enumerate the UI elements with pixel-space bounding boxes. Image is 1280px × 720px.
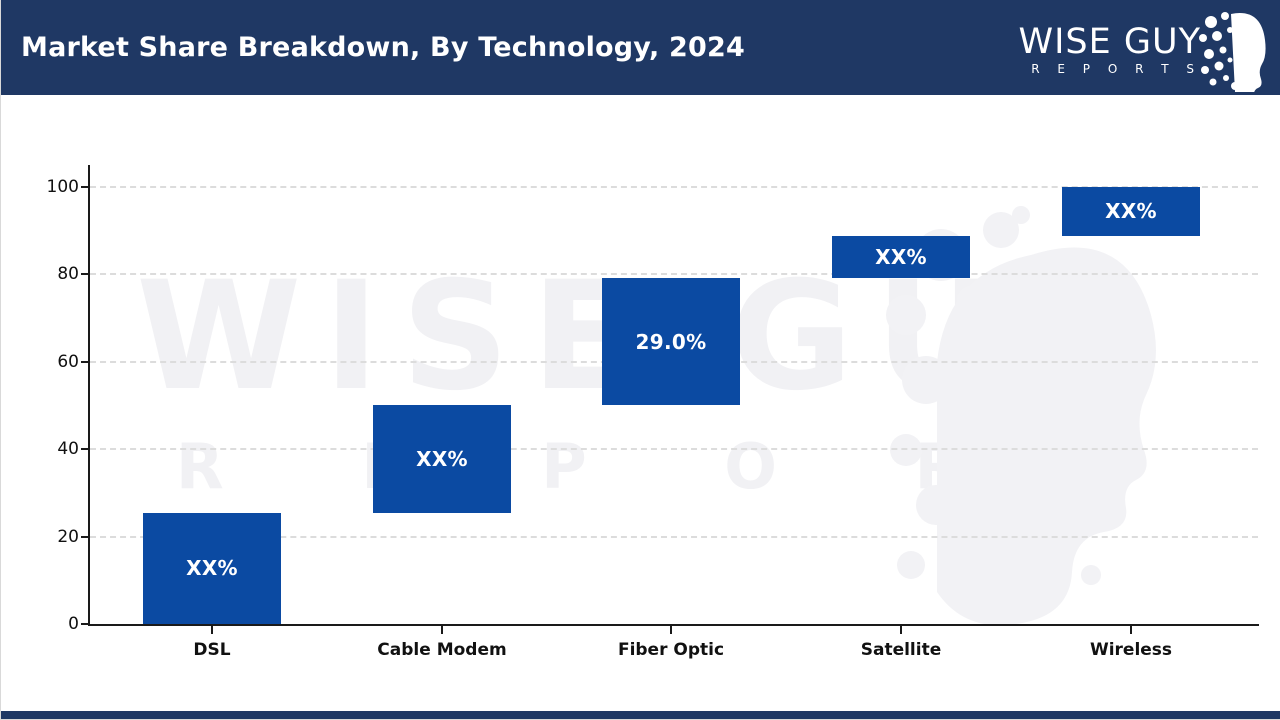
y-tick-label-60: 60 bbox=[57, 351, 79, 372]
gridline-y40 bbox=[90, 448, 1258, 451]
y-tick-mark-100 bbox=[81, 186, 89, 188]
logo-wiseguy-text: WISE GUY bbox=[1018, 22, 1201, 62]
logo-reports-text: R E P O R T S bbox=[1031, 62, 1201, 76]
y-tick-mark-20 bbox=[81, 535, 89, 538]
gridline-y80 bbox=[90, 273, 1258, 276]
y-tick-mark-80 bbox=[81, 273, 89, 276]
gridline-y20 bbox=[90, 535, 1258, 538]
bar-dsl: XX% bbox=[143, 513, 281, 624]
x-tick-mark-1 bbox=[441, 626, 443, 634]
logo-head-icon bbox=[1199, 12, 1266, 92]
y-tick-mark-60 bbox=[81, 360, 89, 363]
bar-value-label: XX% bbox=[416, 447, 468, 472]
x-category-label-fiber-optic: Fiber Optic bbox=[617, 640, 725, 660]
bar-wireless: XX% bbox=[1062, 187, 1200, 236]
bar-satellite: XX% bbox=[832, 235, 970, 279]
bar-fiber-optic: 29.0% bbox=[602, 278, 740, 406]
y-tick-label-20: 20 bbox=[57, 526, 79, 547]
x-category-label-satellite: Satellite bbox=[860, 640, 942, 660]
x-category-label-wireless: Wireless bbox=[1089, 640, 1173, 660]
x-tick-mark-4 bbox=[1130, 626, 1132, 634]
x-category-label-cable-modem: Cable Modem bbox=[377, 640, 507, 660]
bar-cable-modem: XX% bbox=[373, 405, 511, 513]
y-tick-label-80: 80 bbox=[57, 264, 79, 285]
bar-value-label: XX% bbox=[1105, 199, 1157, 224]
x-tick-mark-2 bbox=[670, 626, 672, 634]
header-bar: Market Share Breakdown, By Technology, 2… bbox=[1, 0, 1280, 95]
y-tick-label-0: 0 bbox=[68, 614, 79, 634]
y-tick-mark-40 bbox=[81, 448, 89, 451]
bar-value-label: XX% bbox=[875, 245, 927, 270]
footer-bar bbox=[1, 711, 1280, 719]
chart-title: Market Share Breakdown, By Technology, 2… bbox=[21, 32, 746, 63]
y-tick-label-40: 40 bbox=[57, 439, 79, 460]
x-axis-line bbox=[88, 624, 1259, 626]
y-tick-mark-0 bbox=[81, 623, 89, 625]
bar-value-label: 29.0% bbox=[635, 329, 707, 354]
x-tick-mark-3 bbox=[900, 626, 902, 634]
y-axis-line bbox=[88, 165, 90, 626]
x-tick-mark-0 bbox=[211, 626, 213, 634]
wise-guy-reports-logo: WISE GUY R E P O R T S bbox=[1009, 6, 1269, 92]
logo-text: WISE GUY R E P O R T S bbox=[1018, 24, 1201, 76]
y-tick-label-100: 100 bbox=[46, 177, 79, 197]
plot-area: XX% XX% 29.0% XX% XX% bbox=[90, 186, 1258, 624]
x-category-label-dsl: DSL bbox=[193, 640, 231, 660]
bar-value-label: XX% bbox=[186, 556, 238, 581]
gridline-y100 bbox=[90, 186, 1258, 188]
